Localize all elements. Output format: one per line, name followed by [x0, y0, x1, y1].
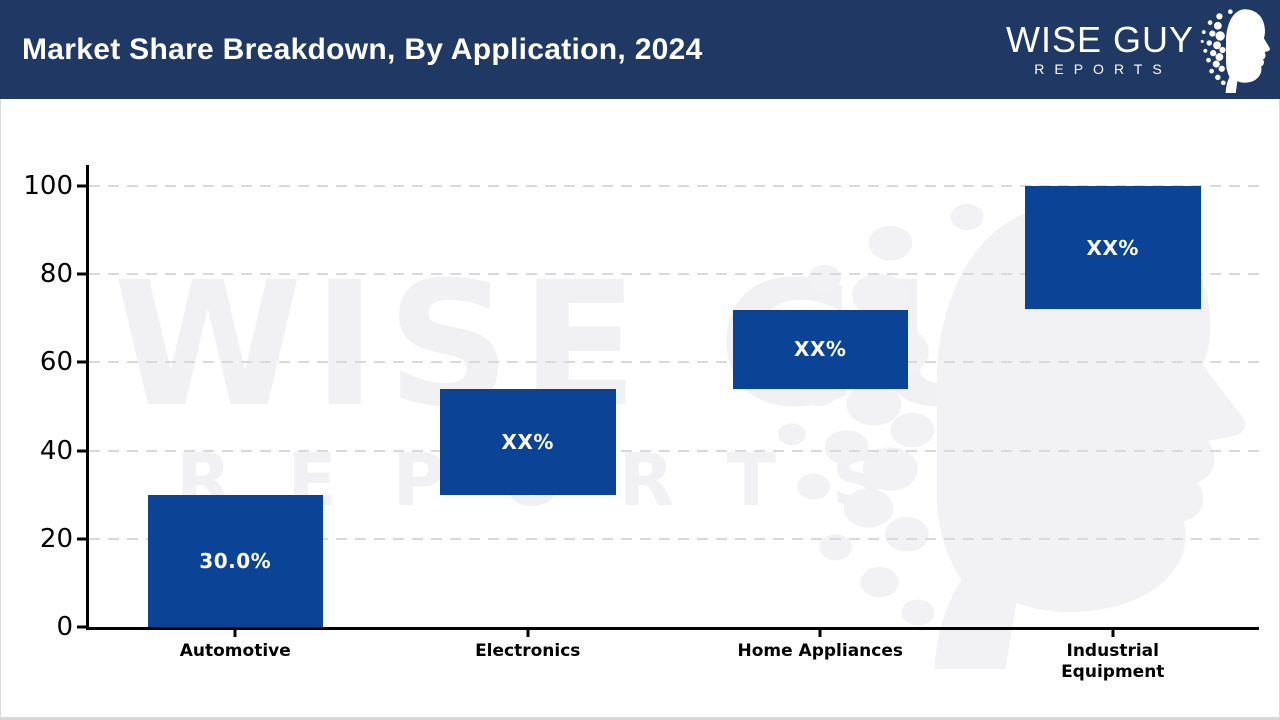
x-axis-category-label: Industrial Equipment [1061, 641, 1165, 683]
plot-area: 0 20 40 60 80 100 30.0% Automotive XX% Electronic… [23, 165, 1259, 682]
y-axis-tick-mark [77, 537, 86, 541]
bar-value-label: XX% [1086, 235, 1139, 260]
y-axis-tick-label: 100 [23, 171, 73, 201]
gridline-60 [89, 361, 1259, 364]
x-axis-category-label: Automotive [179, 641, 291, 661]
gridline-20 [89, 537, 1259, 540]
y-axis-tick-mark [77, 449, 86, 453]
y-axis-tick-mark [77, 272, 86, 276]
x-axis-tick-mark [818, 630, 822, 637]
watermark-head-icon [758, 203, 1246, 669]
x-axis-tick-mark [233, 630, 237, 637]
dotted-head-icon [1200, 8, 1270, 93]
bar-industrial-equipment: XX% [1025, 186, 1201, 310]
bar-home-appliances: XX% [732, 309, 908, 389]
y-axis-tick-mark [77, 184, 86, 188]
y-axis-tick-label: 80 [39, 259, 73, 290]
wise-guy-reports-logo: WISE GUY REPORTS [1006, 7, 1274, 93]
y-axis-tick-mark [77, 360, 86, 364]
y-axis-tick-label: 60 [39, 347, 73, 378]
gridline-80 [89, 273, 1259, 276]
logo-wordmark: WISE GUY [1005, 19, 1194, 60]
gridline-40 [89, 449, 1259, 452]
logo-subtitle: REPORTS [1034, 61, 1172, 77]
bar-value-label: XX% [501, 429, 554, 454]
x-axis-tick-mark [1111, 630, 1115, 637]
y-axis-tick-label: 0 [56, 612, 73, 642]
x-axis-category-label: Home Appliances [737, 641, 904, 661]
x-axis-category-label: Electronics [475, 641, 581, 661]
logo-text: WISE GUY REPORTS [1005, 19, 1194, 78]
bar-electronics: XX% [440, 388, 616, 495]
chart-canvas: WISE GUY REPORTS 02040608010030.0%Automo… [0, 99, 1280, 720]
header-bar: Market Share Breakdown, By Application, … [0, 0, 1280, 99]
bar-automotive: 30.0% [147, 494, 323, 627]
bar-value-label: XX% [794, 337, 847, 362]
bar-value-label: 30.0% [199, 548, 272, 573]
gridline-100 [89, 185, 1259, 187]
x-axis-tick-mark [526, 630, 530, 637]
y-axis-tick-mark [77, 625, 86, 629]
page-title: Market Share Breakdown, By Application, … [22, 32, 703, 66]
y-axis-tick-label: 40 [39, 435, 73, 466]
y-axis-tick-label: 20 [39, 523, 73, 554]
